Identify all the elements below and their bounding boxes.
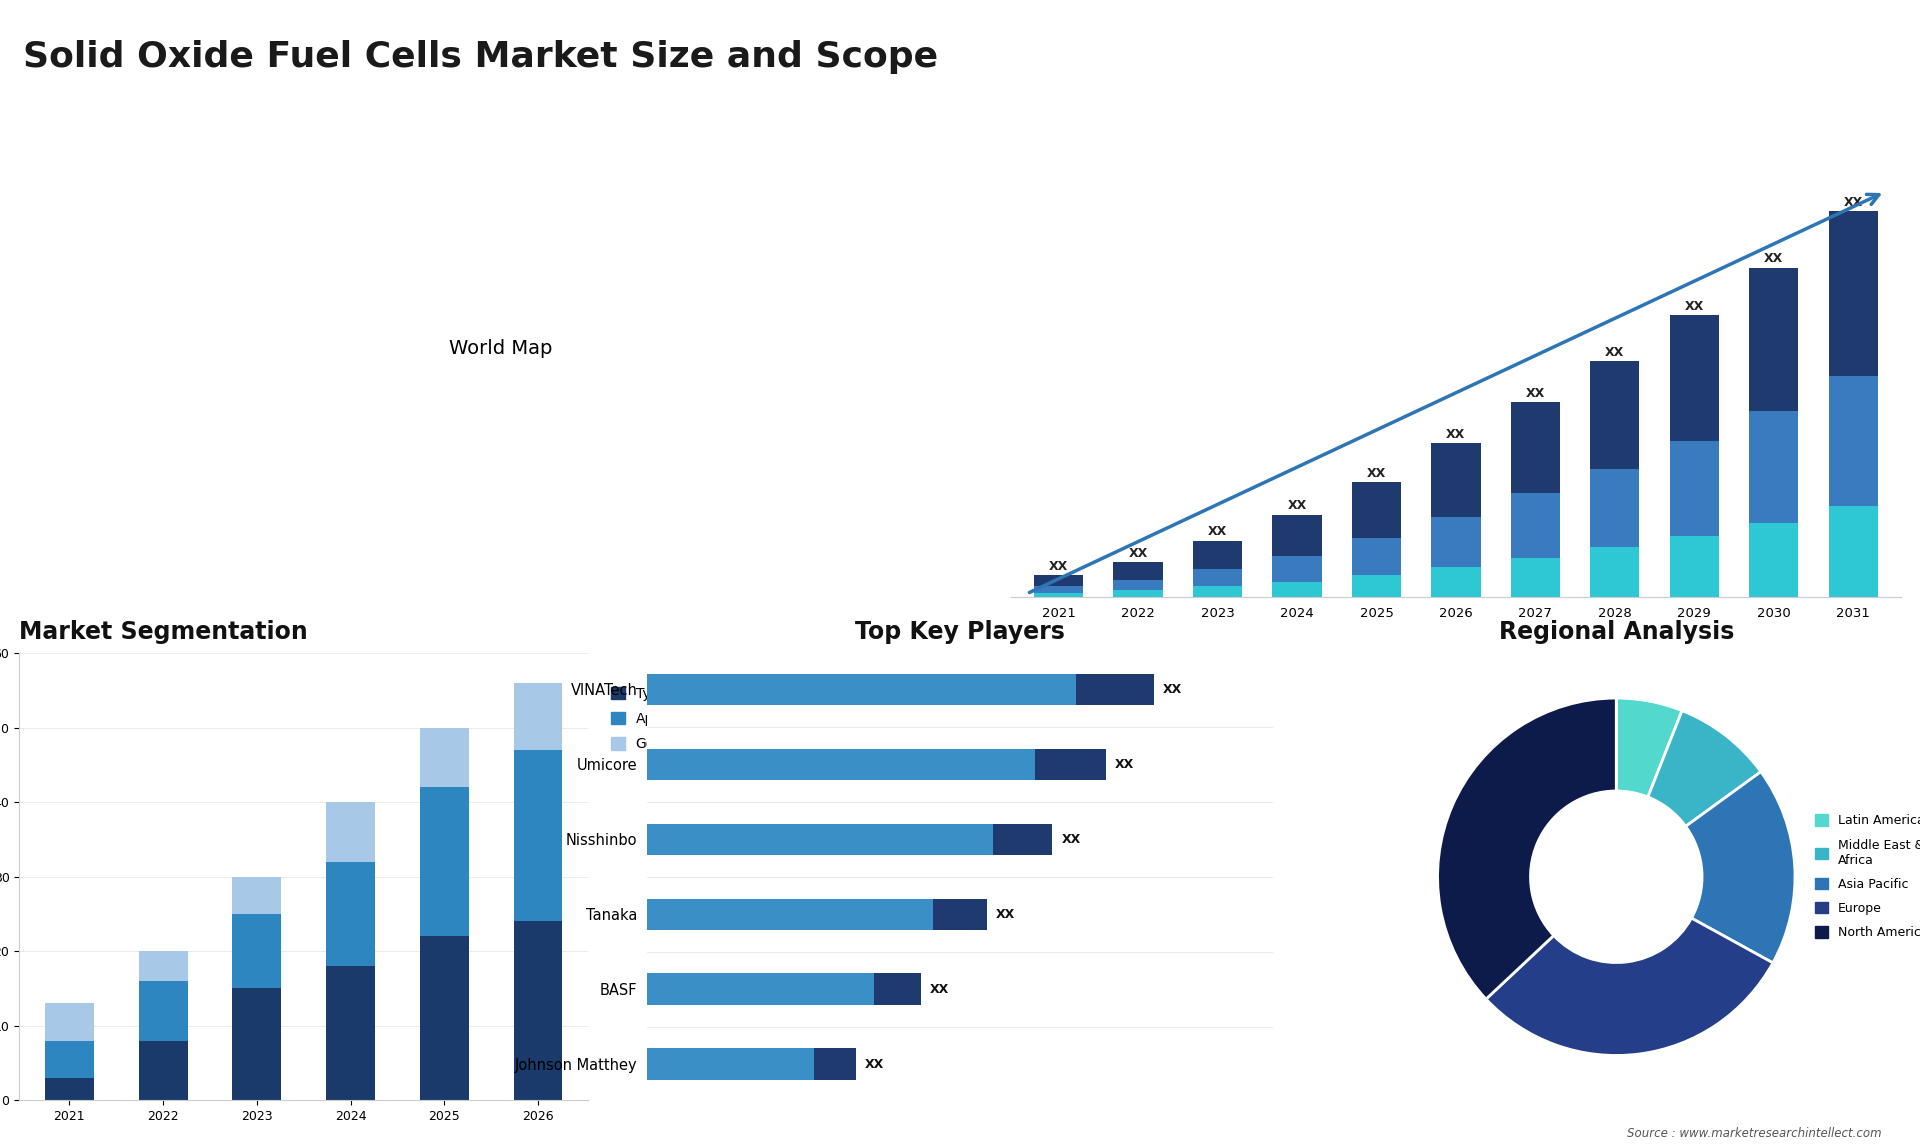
Bar (1430, 444, 1480, 517)
Bar (1828, 211, 1878, 376)
Wedge shape (1486, 918, 1772, 1055)
Text: XX: XX (1164, 683, 1183, 696)
Text: XX: XX (1843, 196, 1862, 209)
Bar (44, 1004, 94, 1041)
Text: Solid Oxide Fuel Cells Market Size and Scope: Solid Oxide Fuel Cells Market Size and S… (23, 40, 939, 74)
Bar (1077, 674, 1154, 705)
Bar (1430, 517, 1480, 566)
Bar (1670, 315, 1718, 441)
Text: XX: XX (1208, 525, 1227, 539)
Bar (1749, 410, 1799, 524)
Bar (993, 824, 1052, 855)
Bar (933, 898, 987, 929)
Wedge shape (1617, 698, 1682, 796)
Wedge shape (1647, 711, 1761, 826)
Bar (1590, 547, 1640, 597)
Wedge shape (1686, 771, 1795, 963)
Bar (326, 862, 374, 966)
Text: XX: XX (1062, 833, 1081, 846)
Text: World Map: World Map (449, 338, 553, 358)
Bar (420, 936, 468, 1100)
Text: XX: XX (1288, 500, 1308, 512)
Legend: Type, Application, Geography: Type, Application, Geography (607, 683, 718, 755)
Bar (232, 915, 280, 989)
Text: XX: XX (1129, 547, 1148, 560)
Bar (1273, 556, 1321, 582)
Bar (1828, 505, 1878, 597)
Text: XX: XX (1764, 252, 1784, 266)
Bar (1192, 568, 1242, 586)
Bar (647, 674, 1077, 705)
Legend: Latin America, Middle East &
Africa, Asia Pacific, Europe, North America: Latin America, Middle East & Africa, Asi… (1811, 809, 1920, 944)
Text: XX: XX (1684, 300, 1703, 313)
Bar (647, 898, 933, 929)
Bar (814, 1049, 856, 1080)
Text: XX: XX (864, 1058, 883, 1070)
Bar (1035, 592, 1083, 597)
Bar (1273, 515, 1321, 556)
Bar (1590, 361, 1640, 469)
Bar (1114, 590, 1164, 597)
Bar (1670, 441, 1718, 536)
Bar (874, 973, 922, 1005)
Bar (1352, 482, 1402, 539)
Bar (647, 748, 1035, 780)
Wedge shape (1438, 698, 1617, 999)
Text: XX: XX (929, 982, 950, 996)
Bar (1192, 541, 1242, 568)
Bar (1670, 536, 1718, 597)
Bar (326, 966, 374, 1100)
Bar (138, 951, 188, 981)
Bar (1590, 469, 1640, 547)
Bar (1035, 586, 1083, 592)
Bar (515, 921, 563, 1100)
Bar (1192, 586, 1242, 597)
Bar (1430, 566, 1480, 597)
Bar (1273, 582, 1321, 597)
Title: Top Key Players: Top Key Players (854, 620, 1066, 644)
Bar (1352, 539, 1402, 575)
Bar (515, 751, 563, 921)
Text: Market Segmentation: Market Segmentation (19, 620, 307, 644)
Text: Source : www.marketresearchintellect.com: Source : www.marketresearchintellect.com (1626, 1128, 1882, 1140)
Bar (1352, 575, 1402, 597)
Text: XX: XX (1367, 466, 1386, 480)
Bar (1511, 558, 1559, 597)
Bar (232, 989, 280, 1100)
Bar (647, 973, 874, 1005)
Text: XX: XX (1526, 386, 1546, 400)
Bar (420, 728, 468, 787)
Bar (1511, 402, 1559, 493)
Bar (44, 1041, 94, 1078)
Bar (138, 981, 188, 1041)
Text: XX: XX (1446, 427, 1465, 441)
Title: Regional Analysis: Regional Analysis (1500, 620, 1734, 644)
Bar (1035, 748, 1106, 780)
Bar (515, 683, 563, 751)
Text: XX: XX (996, 908, 1016, 920)
Bar (1114, 563, 1164, 580)
Bar (1828, 376, 1878, 505)
Bar (647, 824, 993, 855)
Bar (138, 1041, 188, 1100)
Text: XX: XX (1605, 346, 1624, 359)
Bar (1511, 493, 1559, 558)
Bar (647, 1049, 814, 1080)
Bar (1035, 575, 1083, 586)
Bar (1749, 267, 1799, 410)
Text: XX: XX (1116, 758, 1135, 771)
Bar (326, 802, 374, 862)
Bar (1749, 524, 1799, 597)
Bar (232, 877, 280, 915)
Bar (420, 787, 468, 936)
Bar (1114, 580, 1164, 590)
Bar (44, 1078, 94, 1100)
Text: XX: XX (1048, 560, 1068, 573)
